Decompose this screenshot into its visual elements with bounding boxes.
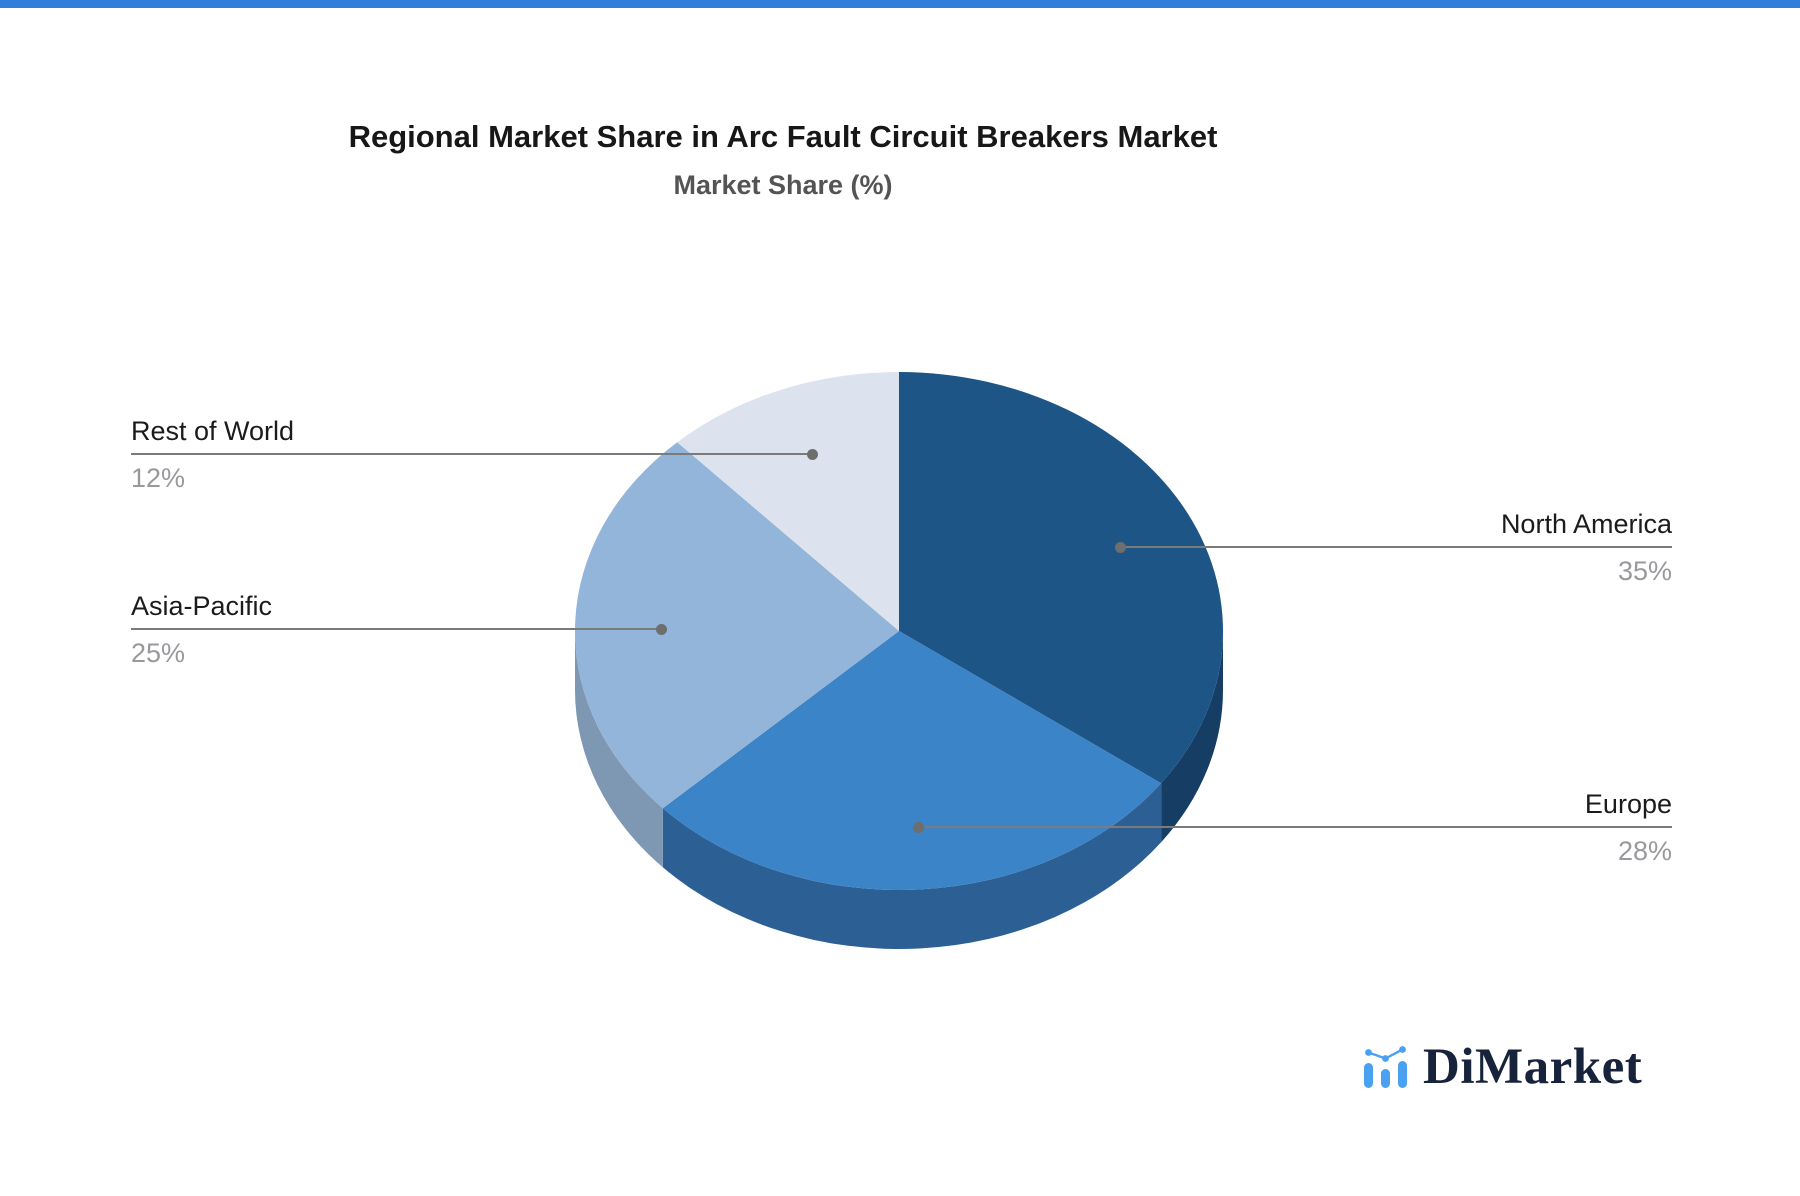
leader-line-asia-pacific: [131, 624, 667, 635]
slice-value-rest-of-world: 12%: [131, 463, 186, 493]
slice-label-rest-of-world: Rest of World: [131, 416, 295, 446]
slice-value-asia-pacific: 25%: [131, 638, 186, 668]
leader-dot-europe: [913, 822, 924, 833]
leader-line-europe: [913, 822, 1672, 833]
slice-value-europe: 28%: [1617, 836, 1672, 866]
callout-north-america: North America 35%: [1115, 509, 1672, 586]
logo-text: DiMarket: [1423, 1039, 1643, 1095]
callout-europe: Europe 28%: [913, 789, 1672, 866]
callout-asia-pacific: Asia-Pacific 25%: [131, 591, 667, 668]
logo: DiMarket: [1362, 1038, 1642, 1096]
bar-chart-trend-icon: [1364, 1046, 1407, 1088]
leader-line-north-america: [1115, 542, 1672, 553]
slice-label-asia-pacific: Asia-Pacific: [131, 591, 273, 621]
chart-title: Regional Market Share in Arc Fault Circu…: [348, 119, 1218, 154]
leader-dot-rest-of-world: [807, 449, 818, 460]
slice-value-north-america: 35%: [1617, 556, 1672, 586]
callout-rest-of-world: Rest of World 12%: [131, 416, 818, 493]
top-accent-bar: [0, 0, 1800, 8]
slice-label-europe: Europe: [1584, 789, 1672, 819]
slice-label-north-america: North America: [1500, 509, 1672, 539]
leader-dot-north-america: [1115, 542, 1126, 553]
leader-dot-asia-pacific: [656, 624, 667, 635]
chart-subtitle: Market Share (%): [673, 170, 893, 200]
leader-line-rest-of-world: [131, 449, 818, 460]
